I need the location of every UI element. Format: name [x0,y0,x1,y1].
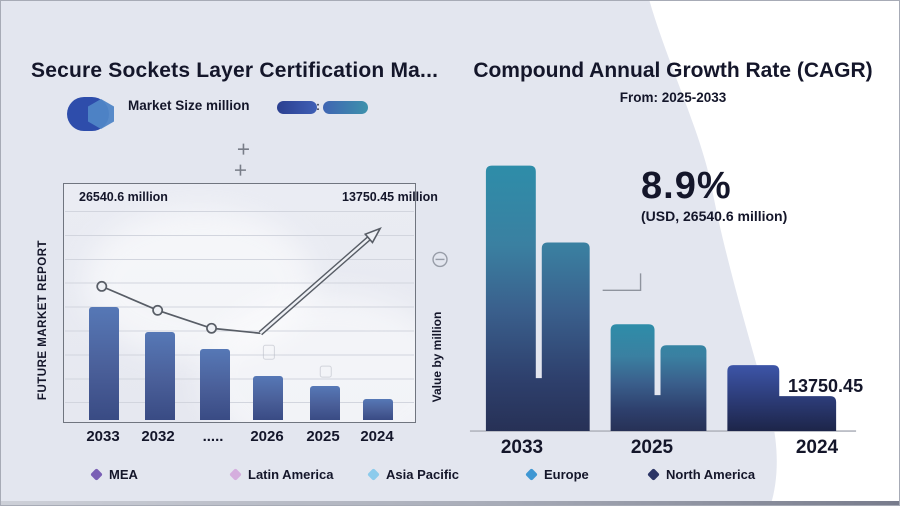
legend-label-north-america: North America [666,467,756,482]
legend-diamond-latin-america [229,468,242,481]
market-size-chart-panel [63,183,416,423]
left-chart-title: Secure Sockets Layer Certification Ma... [31,59,439,82]
x-label-2026: 2026 [250,428,284,445]
x-label-2024: 2024 [360,428,394,445]
value-axis-label: Value by million [430,311,444,403]
legend-diamond-asia-pacific [367,468,380,481]
ratio-pill-left [277,101,317,114]
cagr-period: From: 2025-2033 [619,90,727,105]
bar-2033 [89,307,119,420]
bar-middle-years [200,349,230,420]
legend-item-mea: MEA [90,467,138,482]
x-label-2033: 2033 [86,428,120,445]
future-market-report-watermark: FUTURE MARKET REPORT [37,239,49,401]
ratio-separator: : [316,99,320,113]
bar-2025 [310,386,340,420]
legend-item-north-america: North America [647,467,756,482]
market-size-label: Market Size million [128,98,250,113]
bottom-border-strip [1,501,899,505]
cagr-percentage: 8.9% [641,165,732,207]
bar-2032 [145,332,175,420]
legend-label-asia-pacific: Asia Pacific [386,467,459,482]
cagr-x-label-2025: 2025 [630,437,674,458]
x-label-dots: ..... [202,428,224,445]
cagr-x-label-2024: 2024 [795,437,839,458]
cagr-x-label-2033: 2033 [500,437,544,458]
bar-2026 [253,376,283,420]
x-label-2032: 2032 [141,428,175,445]
legend-label-mea: MEA [109,467,138,482]
legend-item-latin-america: Latin America [229,467,334,482]
cagr-basis-note: (USD, 26540.6 million) [641,208,788,224]
legend-diamond-europe [525,468,538,481]
bar-2024 [363,399,393,420]
ratio-pill-right [323,101,368,114]
cagr-title: Compound Annual Growth Rate (CAGR) [473,59,873,82]
legend-item-europe: Europe [525,467,589,482]
max-value-label: 26540.6 million [79,190,168,204]
legend-label-europe: Europe [544,467,589,482]
min-value-label: 13750.45 million [342,190,438,204]
market-size-icon [67,97,114,131]
legend-item-asia-pacific: Asia Pacific [367,467,459,482]
x-label-2025: 2025 [306,428,340,445]
legend-diamond-mea [90,468,103,481]
value-label-2024: 13750.45 [788,376,864,396]
legend-label-latin-america: Latin America [248,467,334,482]
legend-diamond-north-america [647,468,660,481]
